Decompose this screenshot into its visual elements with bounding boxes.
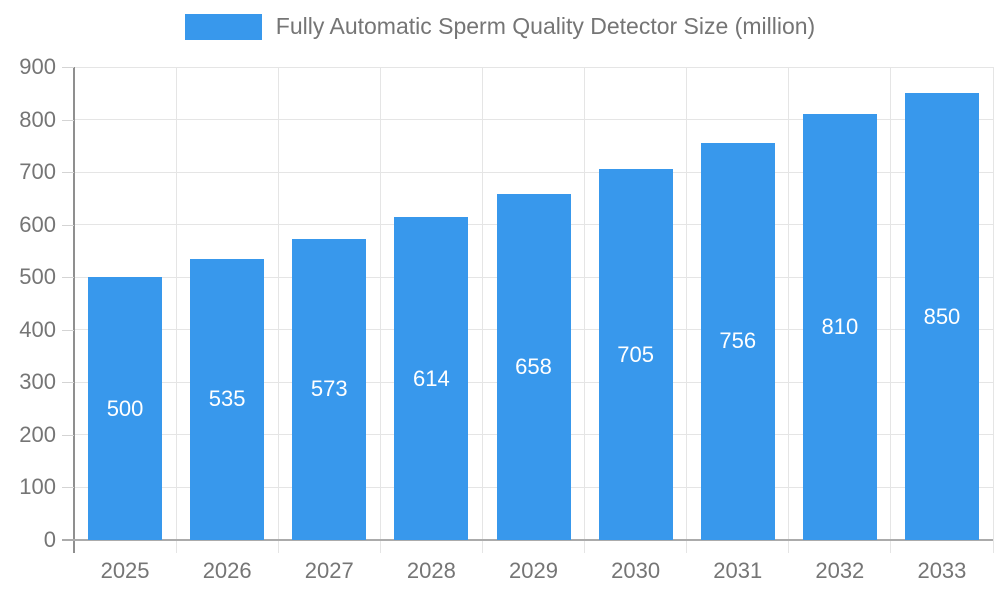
y-axis-tick	[62, 382, 74, 384]
x-axis-line	[62, 539, 993, 541]
bar-value-label: 658	[515, 354, 552, 380]
bar[interactable]: 850	[904, 93, 979, 540]
bar[interactable]: 756	[700, 142, 775, 540]
x-axis-label: 2031	[713, 558, 763, 583]
y-gridline	[74, 171, 993, 173]
y-axis-tick	[62, 172, 74, 174]
x-axis-label: 2026	[202, 558, 252, 583]
y-axis-label: 300	[19, 369, 56, 395]
x-gridline	[379, 67, 381, 553]
y-axis-label: 800	[19, 106, 56, 132]
y-axis-tick	[62, 487, 74, 489]
x-gridline	[992, 67, 994, 553]
bar-value-label: 614	[413, 365, 450, 391]
legend-label: Fully Automatic Sperm Quality Detector S…	[275, 13, 816, 39]
y-axis-label: 900	[19, 54, 56, 79]
x-gridline	[890, 67, 892, 553]
x-gridline	[686, 67, 688, 553]
bar-value-label: 535	[208, 386, 246, 412]
legend[interactable]: Fully Automatic Sperm Quality Detector S…	[0, 13, 1000, 40]
x-axis-label: 2030	[611, 558, 661, 583]
y-axis-tick	[62, 119, 74, 121]
bar[interactable]: 500	[88, 277, 163, 540]
y-axis-tick	[62, 67, 74, 68]
x-axis-label: 2028	[406, 558, 456, 583]
x-axis-label: 2033	[917, 558, 967, 583]
bar[interactable]: 658	[496, 194, 571, 540]
y-axis-label: 0	[43, 527, 56, 552]
bar[interactable]: 705	[598, 169, 673, 540]
bar-value-label: 573	[310, 376, 348, 402]
bar[interactable]: 573	[292, 238, 367, 540]
y-axis-label: 200	[19, 421, 56, 447]
y-axis-tick	[62, 224, 74, 226]
bar[interactable]: 614	[394, 217, 469, 540]
x-axis-label: 2029	[509, 558, 558, 583]
y-axis-tick	[62, 277, 74, 279]
x-axis-label: 2025	[100, 558, 150, 583]
y-axis-label: 400	[19, 316, 56, 342]
bar[interactable]: 810	[802, 114, 877, 540]
bar-value-label: 756	[719, 328, 757, 354]
y-axis-tick	[62, 434, 74, 436]
y-axis-label: 500	[19, 264, 56, 290]
y-gridline	[74, 66, 993, 68]
bar-value-label: 850	[923, 303, 961, 329]
y-axis-label: 700	[19, 159, 56, 185]
y-axis-tick	[62, 329, 74, 331]
y-axis-label: 100	[19, 474, 56, 500]
legend-swatch-icon	[184, 13, 262, 40]
plot-area: 500 535 573 614 658 705 756 810 850	[62, 66, 994, 553]
x-gridline	[481, 67, 483, 553]
x-gridline	[175, 67, 177, 553]
x-gridline	[788, 67, 790, 553]
x-axis-label: 2032	[815, 558, 865, 583]
x-gridline	[277, 67, 279, 553]
y-axis-line	[73, 67, 75, 553]
y-axis-label: 600	[19, 211, 56, 237]
x-gridline	[584, 67, 586, 553]
bar[interactable]: 535	[190, 258, 265, 540]
bar-value-label: 810	[821, 314, 859, 340]
x-axis-label: 2027	[304, 558, 354, 583]
bar-value-label: 500	[106, 395, 144, 421]
y-gridline	[74, 119, 993, 121]
bar-value-label: 705	[617, 341, 654, 367]
